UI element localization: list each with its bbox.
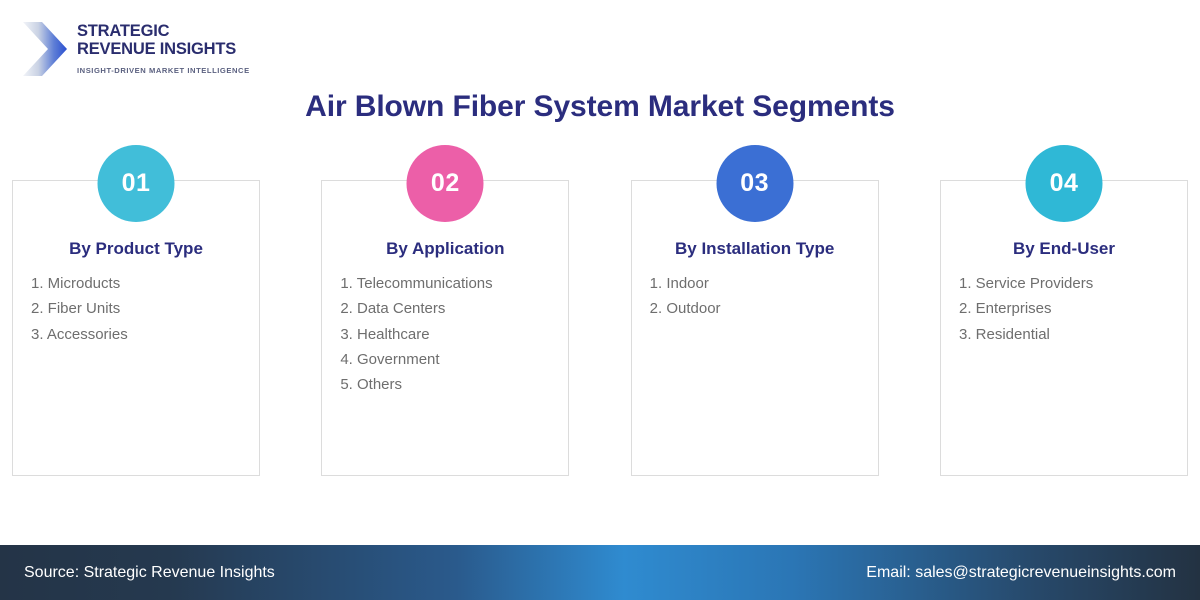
brand-name: STRATEGIC REVENUE INSIGHTS: [77, 22, 250, 59]
segment-list-1: 1. Microducts 2. Fiber Units 3. Accessor…: [31, 271, 249, 347]
segment-card-4: 04 By End-User 1. Service Providers 2. E…: [939, 145, 1188, 476]
segment-badge-3: 03: [716, 145, 794, 222]
segment-badge-2: 02: [406, 145, 484, 222]
list-item: 3. Healthcare: [340, 325, 430, 343]
list-item: 2. Enterprises: [958, 300, 1052, 318]
list-item: 5. Others: [340, 376, 403, 394]
footer-bar: Source: Strategic Revenue Insights Email…: [0, 545, 1200, 600]
segment-title-2: By Application: [386, 239, 505, 258]
brand-name-line1: STRATEGIC: [77, 22, 170, 41]
footer-source: Source: Strategic Revenue Insights: [24, 563, 275, 581]
segment-card-group: 01 By Product Type 1. Microducts 2. Fibe…: [12, 145, 1188, 476]
chevron-arrow-logo-icon: [23, 22, 67, 76]
list-item: 2. Fiber Units: [31, 300, 121, 318]
brand-name-line2: REVENUE INSIGHTS: [77, 40, 237, 58]
segment-list-2: 1. Telecommunications 2. Data Centers 3.…: [340, 271, 558, 397]
brand-logo: STRATEGIC REVENUE INSIGHTS INSIGHT-DRIVE…: [22, 20, 250, 78]
list-item: 4. Government: [340, 350, 440, 368]
list-item: 1. Microducts: [31, 275, 121, 292]
segment-card-1: 01 By Product Type 1. Microducts 2. Fibe…: [12, 145, 260, 476]
brand-tagline: INSIGHT-DRIVEN MARKET INTELLIGENCE: [77, 65, 250, 75]
list-item: 2. Data Centers: [340, 300, 446, 318]
segment-card-3: 03 By Installation Type 1. Indoor 2. Out…: [630, 145, 879, 476]
footer-email[interactable]: Email: sales@strategicrevenueinsights.co…: [866, 563, 1176, 581]
list-item: 1. Indoor: [649, 275, 709, 292]
list-item: 3. Residential: [958, 325, 1050, 343]
list-item: 2. Outdoor: [649, 300, 721, 318]
list-item: 3. Accessories: [31, 325, 128, 343]
segment-title-3: By Installation Type: [674, 239, 835, 258]
segment-card-2: 02 By Application 1. Telecommunications …: [321, 145, 570, 476]
brand-logo-text: STRATEGIC REVENUE INSIGHTS INSIGHT-DRIVE…: [77, 22, 250, 75]
page-title: Air Blown Fiber System Market Segments: [305, 90, 895, 123]
segment-list-3: 1. Indoor 2. Outdoor: [650, 271, 868, 322]
list-item: 1. Telecommunications: [340, 275, 493, 292]
list-item: 1. Service Providers: [958, 275, 1094, 292]
segment-list-4: 1. Service Providers 2. Enterprises 3. R…: [959, 271, 1177, 347]
segment-badge-4: 04: [1025, 145, 1103, 222]
segment-title-4: By End-User: [1012, 239, 1115, 258]
segment-badge-1: 01: [97, 145, 175, 222]
segment-title-1: By Product Type: [69, 239, 203, 258]
